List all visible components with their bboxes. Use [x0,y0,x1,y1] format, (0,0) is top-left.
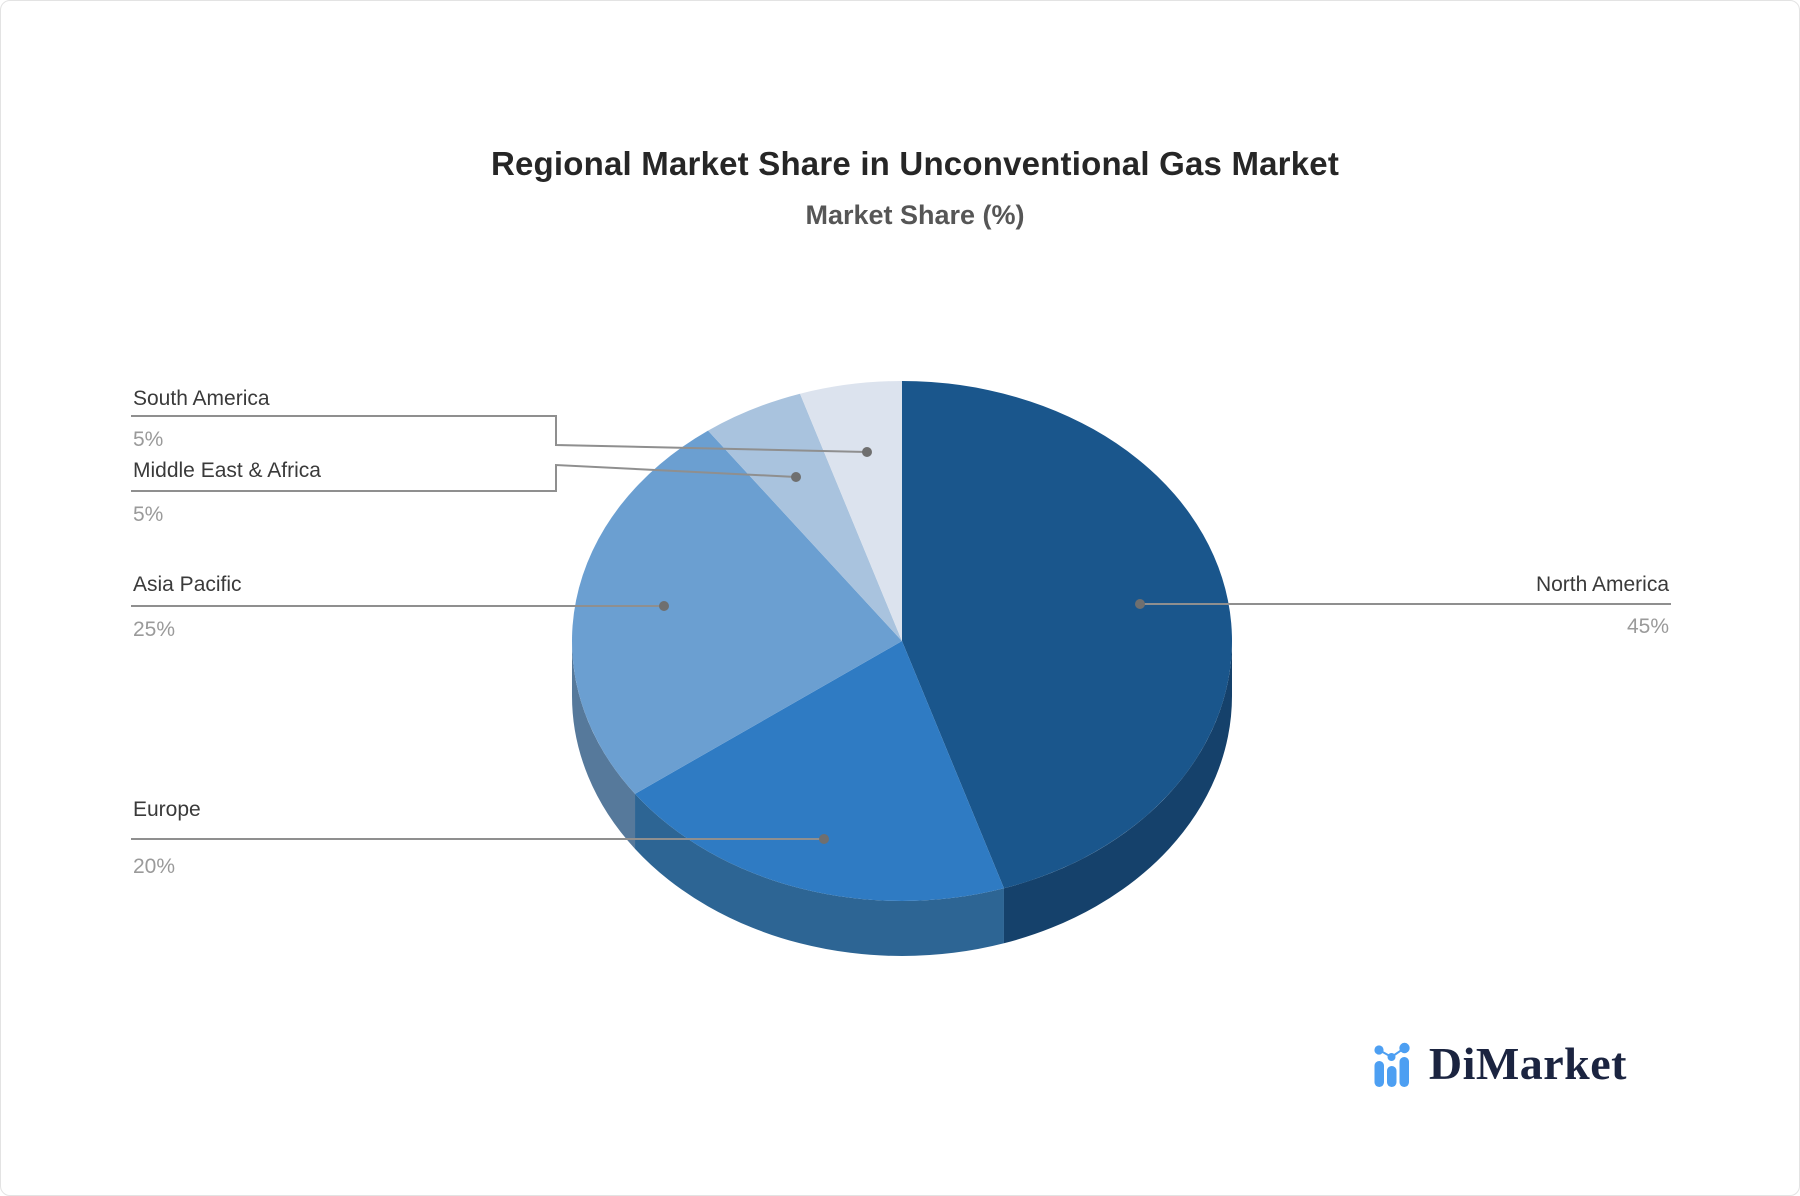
callout-label-south-america: South America [133,387,270,410]
callout-value-europe: 20% [133,855,176,878]
callout-dot-asia-pacific [659,601,669,611]
callout-dot-middle-east-africa [791,472,801,482]
callout-dot-south-america [862,447,872,457]
callout-value-asia-pacific: 25% [133,618,176,641]
pie-side-north-america [1003,641,1232,944]
callout-label-asia-pacific: Asia Pacific [133,573,242,596]
brand-name: DiMarket [1428,1038,1627,1089]
callout-connector-south-america [131,415,868,453]
callout-label-middle-east-africa: Middle East & Africa [133,459,321,482]
callout-value-north-america: 45% [1626,615,1669,638]
callout-label-europe: Europe [133,798,201,821]
chart-title: Regional Market Share in Unconventional … [490,145,1340,182]
callout-dot-europe [819,834,829,844]
pie-slice-asia-pacific[interactable] [572,430,902,794]
pie-slice-north-america[interactable] [902,381,1232,889]
pie-slice-middle-east-africa[interactable] [708,393,902,641]
brand-watermark: DiMarket [1372,1041,1627,1087]
pie-slice-south-america[interactable] [800,381,902,641]
pie-side-asia-pacific [572,641,636,849]
callout-value-south-america: 5% [133,428,164,451]
callout-label-north-america: North America [1535,573,1669,596]
chart-subtitle: Market Share (%) [805,200,1025,230]
pie-side-europe [635,793,1004,956]
dimarket-logo-icon [1374,1042,1410,1087]
callout-value-middle-east-africa: 5% [133,503,164,526]
pie-slice-europe[interactable] [635,641,1004,901]
callout-connector-middle-east-africa [131,463,797,492]
callout-dot-north-america [1135,599,1145,609]
